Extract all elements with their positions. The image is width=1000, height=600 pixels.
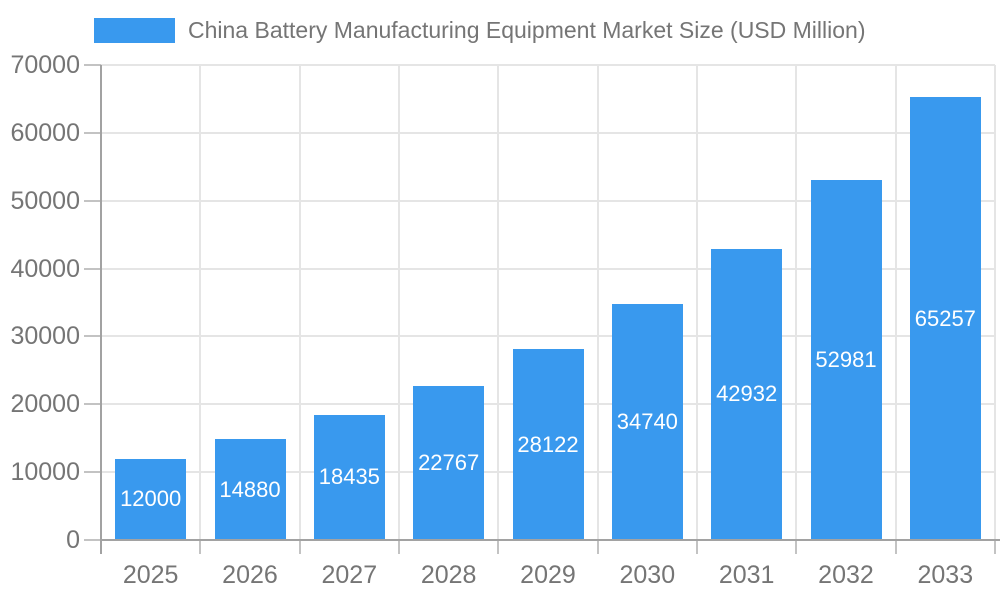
y-axis-line xyxy=(100,65,102,554)
bar-value-label: 65257 xyxy=(914,305,976,331)
x-axis-label: 2029 xyxy=(520,561,576,589)
x-axis-label: 2030 xyxy=(619,561,676,589)
bar-2025[interactable]: 12000 xyxy=(115,458,187,540)
bar-value-label: 52981 xyxy=(815,347,877,373)
bar-value-label: 28122 xyxy=(517,431,579,457)
gridline-vertical xyxy=(994,65,996,540)
bar-2029[interactable]: 28122 xyxy=(512,349,584,540)
x-axis-label: 2032 xyxy=(818,561,874,589)
x-axis-tick xyxy=(894,540,897,554)
x-axis-line xyxy=(101,539,1000,541)
gridline-vertical xyxy=(298,65,301,540)
y-axis-tick xyxy=(84,539,101,541)
x-axis-label: 2031 xyxy=(718,561,775,589)
y-axis-label: 70000 xyxy=(10,51,80,79)
legend[interactable]: China Battery Manufacturing Equipment Ma… xyxy=(94,18,866,43)
y-axis-label: 40000 xyxy=(10,254,80,283)
gridline-horizontal xyxy=(101,199,995,202)
gridline-vertical xyxy=(696,65,698,540)
y-axis-label: 30000 xyxy=(10,322,80,351)
gridline-vertical xyxy=(894,65,897,540)
bar-value-label: 42932 xyxy=(716,381,778,407)
y-axis-tick xyxy=(84,267,101,270)
bar-2031[interactable]: 42932 xyxy=(711,248,783,540)
x-axis-tick xyxy=(199,540,202,554)
y-axis-tick xyxy=(84,199,101,202)
gridline-horizontal xyxy=(101,267,995,270)
gridline-vertical xyxy=(795,65,798,540)
y-axis-tick xyxy=(84,471,101,474)
gridline-vertical xyxy=(398,65,400,540)
y-axis-tick xyxy=(84,64,101,66)
x-axis-label: 2025 xyxy=(122,561,179,589)
y-axis-label: 10000 xyxy=(10,458,80,487)
x-axis-label: 2033 xyxy=(917,561,974,589)
legend-swatch-icon xyxy=(94,18,175,43)
gridline-horizontal xyxy=(101,131,995,134)
bar-2026[interactable]: 14880 xyxy=(214,439,286,540)
x-axis-tick xyxy=(298,540,301,554)
gridline-horizontal xyxy=(101,64,995,66)
bar-value-label: 12000 xyxy=(120,486,182,512)
bar-2033[interactable]: 65257 xyxy=(909,97,981,540)
x-axis-tick xyxy=(696,540,698,554)
bar-2028[interactable]: 22767 xyxy=(413,385,485,540)
bar-2027[interactable]: 18435 xyxy=(313,414,385,540)
y-axis-label: 0 xyxy=(66,526,80,554)
x-axis-tick xyxy=(994,540,996,554)
bar-value-label: 22767 xyxy=(418,449,480,475)
bar-2032[interactable]: 52981 xyxy=(810,180,882,540)
x-axis-tick xyxy=(398,540,400,554)
y-axis-tick xyxy=(84,131,101,134)
y-axis-tick xyxy=(84,403,101,406)
y-axis-label: 60000 xyxy=(10,118,80,147)
x-axis-tick xyxy=(596,540,599,554)
gridline-vertical xyxy=(596,65,599,540)
bar-value-label: 34740 xyxy=(616,409,678,435)
gridline-vertical xyxy=(199,65,202,540)
gridline-horizontal xyxy=(101,335,995,338)
x-axis-label: 2026 xyxy=(222,561,278,589)
x-axis-label: 2028 xyxy=(420,561,477,589)
gridline-vertical xyxy=(497,65,500,540)
x-axis-tick xyxy=(497,540,500,554)
bar-value-label: 14880 xyxy=(219,476,281,502)
bar-value-label: 18435 xyxy=(318,464,380,490)
bar-2030[interactable]: 34740 xyxy=(611,304,683,540)
y-axis-tick xyxy=(84,335,101,338)
x-axis-tick xyxy=(795,540,798,554)
y-axis-label: 20000 xyxy=(10,390,80,419)
y-axis-label: 50000 xyxy=(10,186,80,215)
x-axis-label: 2027 xyxy=(321,561,378,589)
chart-title: China Battery Manufacturing Equipment Ma… xyxy=(188,17,866,43)
